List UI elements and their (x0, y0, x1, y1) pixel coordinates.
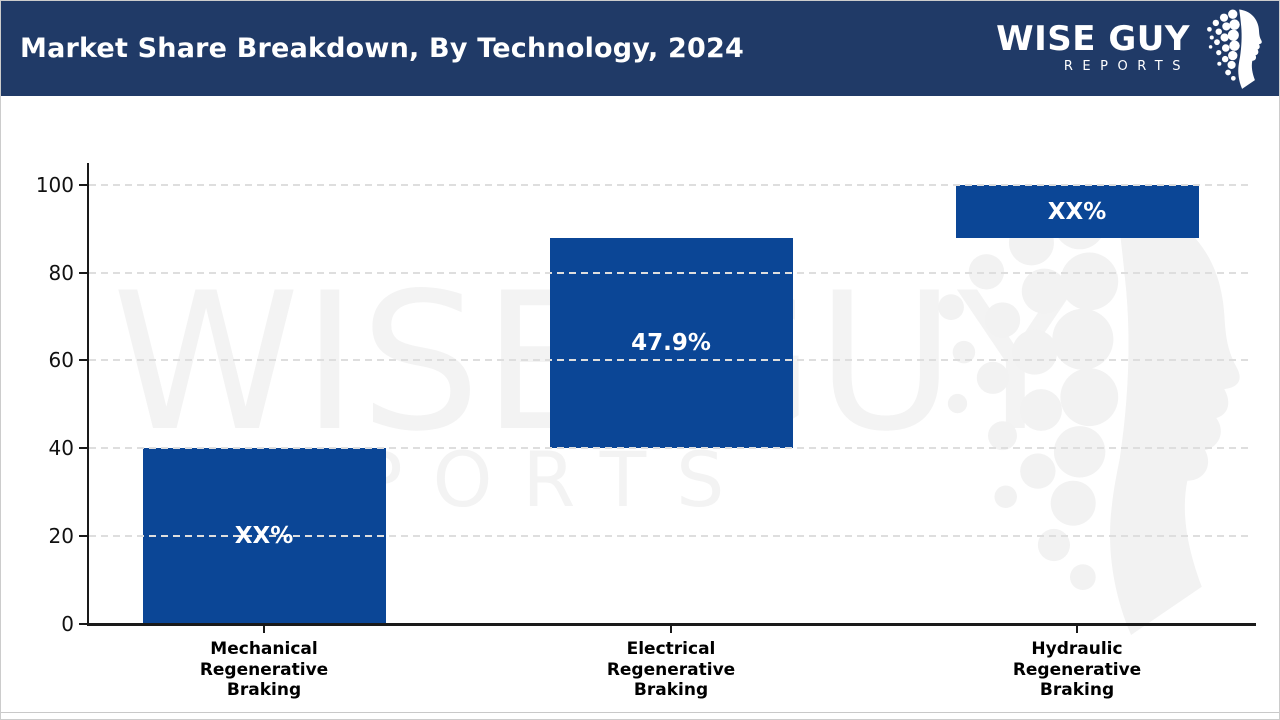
y-tick-label-80: 80 (48, 260, 74, 285)
gridline-60 (89, 359, 1253, 362)
x-category-label-3: Hydraulic Regenerative Braking (1012, 639, 1142, 700)
x-axis-line (87, 623, 1256, 626)
x-category-label-1: Mechanical Regenerative Braking (199, 639, 329, 700)
gridline-100 (89, 184, 1253, 186)
y-tick-mark-40 (79, 447, 88, 450)
y-tick-label-40: 40 (48, 436, 74, 461)
gridline-20 (89, 534, 1253, 537)
y-tick-label-20: 20 (48, 523, 74, 548)
x-tick-mark-1 (263, 625, 265, 633)
y-tick-mark-60 (79, 359, 88, 362)
x-tick-mark-3 (1076, 625, 1078, 633)
y-tick-mark-0 (79, 622, 88, 625)
chart-title: Market Share Breakdown, By Technology, 2… (20, 32, 745, 64)
watermark-head-icon (938, 197, 1240, 635)
logo-subtitle: REPORTS (1063, 59, 1190, 74)
y-tick-label-0: 0 (61, 611, 74, 636)
y-tick-mark-80 (79, 271, 88, 274)
bar-value-label-3: XX% (1047, 198, 1107, 225)
logo-wordmark: WISE GUY (996, 19, 1190, 59)
bar-value-label-2: 47.9% (631, 330, 711, 357)
footer-divider (0, 712, 1280, 713)
y-tick-label-60: 60 (48, 348, 74, 373)
x-tick-mark-2 (670, 625, 672, 633)
header-bar: Market Share Breakdown, By Technology, 2… (0, 0, 1280, 96)
x-category-label-2: Electrical Regenerative Braking (606, 639, 736, 700)
y-tick-mark-100 (79, 184, 88, 186)
wiseguy-logo: WISE GUY REPORTS (996, 6, 1266, 90)
logo-text-block: WISE GUY REPORTS (996, 22, 1190, 74)
y-tick-mark-20 (79, 534, 88, 537)
bar-value-label-1: XX% (234, 522, 294, 549)
y-axis-line (87, 163, 89, 625)
y-tick-label-100: 100 (35, 173, 74, 197)
wiseguy-head-icon (1207, 9, 1262, 89)
bar-3 (955, 185, 1199, 239)
gridline-40 (89, 447, 1253, 450)
gridline-80 (89, 271, 1253, 274)
